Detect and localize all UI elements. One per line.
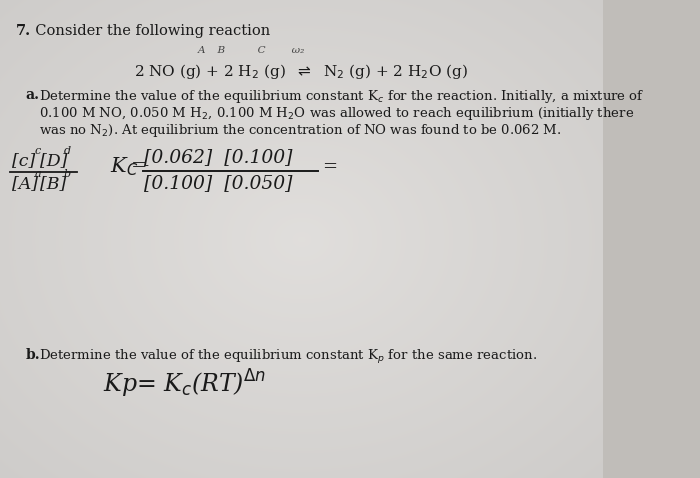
Text: Determine the value of the equilibrium constant K$_c$ for the reaction. Initiall: Determine the value of the equilibrium c… xyxy=(38,88,644,105)
Text: a.: a. xyxy=(26,88,40,102)
Text: [c]: [c] xyxy=(12,152,35,169)
Text: =: = xyxy=(323,158,337,176)
Text: was no N$_2$). At equilibrium the concentration of NO was found to be 0.062 M.: was no N$_2$). At equilibrium the concen… xyxy=(38,122,561,139)
Text: A    B          C        ω₂: A B C ω₂ xyxy=(198,46,305,55)
Text: [B]: [B] xyxy=(41,175,66,192)
Text: 2 NO (g) + 2 H$_2$ (g)  $\rightleftharpoons$  N$_2$ (g) + 2 H$_2$O (g): 2 NO (g) + 2 H$_2$ (g) $\rightleftharpoo… xyxy=(134,62,468,81)
Text: b: b xyxy=(64,169,71,179)
Text: a: a xyxy=(34,169,41,179)
Text: 0.100 M NO, 0.050 M H$_2$, 0.100 M H$_2$O was allowed to reach equilibrium (init: 0.100 M NO, 0.050 M H$_2$, 0.100 M H$_2$… xyxy=(38,105,634,122)
Text: c: c xyxy=(34,146,41,156)
Text: b.: b. xyxy=(26,348,41,362)
Text: Determine the value of the equilibrium constant K$_p$ for the same reaction.: Determine the value of the equilibrium c… xyxy=(38,348,537,366)
Text: [D]: [D] xyxy=(41,152,68,169)
Text: =: = xyxy=(131,157,147,175)
Text: K$_C$: K$_C$ xyxy=(110,155,139,178)
Text: [A]: [A] xyxy=(12,175,38,192)
Text: 7.: 7. xyxy=(15,24,31,38)
Text: Consider the following reaction: Consider the following reaction xyxy=(26,24,270,38)
Text: [0.062]  [0.100]: [0.062] [0.100] xyxy=(144,148,293,166)
Text: [0.100]  [0.050]: [0.100] [0.050] xyxy=(144,174,293,192)
Text: Kp= K$_c$(RT)$^{\Delta n}$: Kp= K$_c$(RT)$^{\Delta n}$ xyxy=(103,368,266,400)
Text: d: d xyxy=(64,146,71,156)
